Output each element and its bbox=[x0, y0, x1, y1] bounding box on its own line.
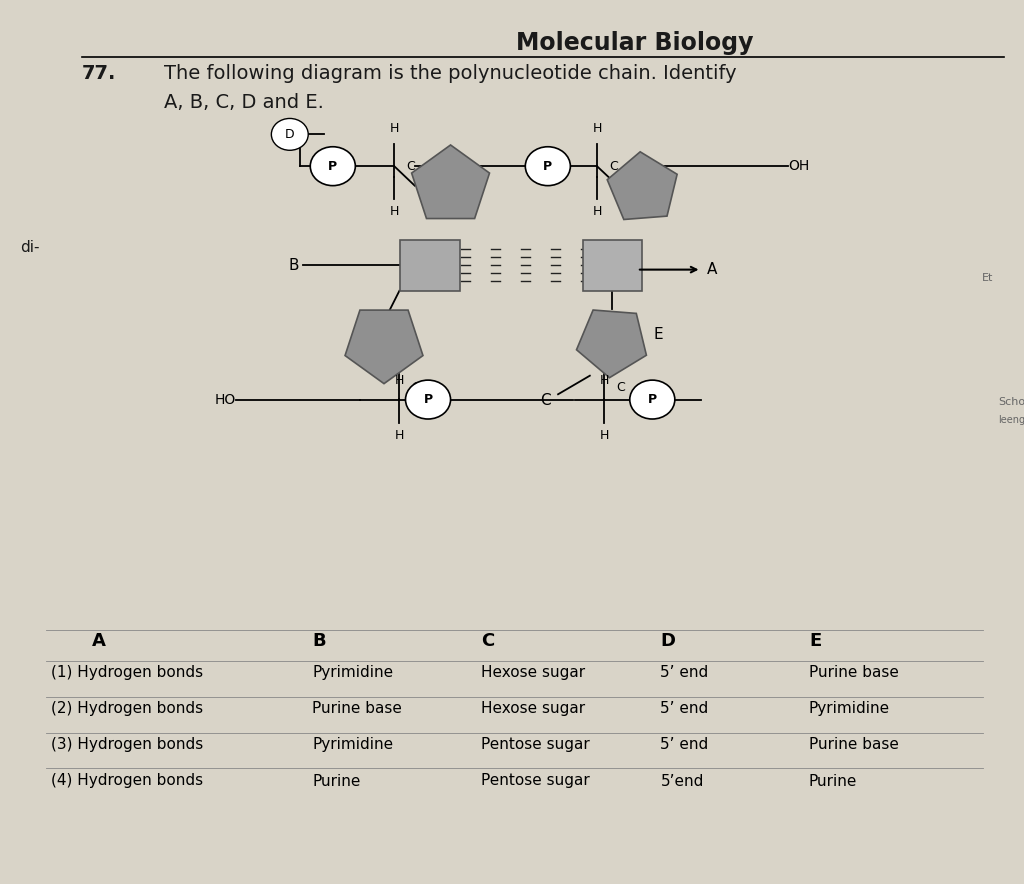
Text: Pentose sugar: Pentose sugar bbox=[481, 774, 590, 789]
Text: Pyrimidine: Pyrimidine bbox=[312, 737, 393, 752]
Text: H: H bbox=[599, 374, 609, 387]
FancyBboxPatch shape bbox=[583, 240, 642, 291]
Text: di-: di- bbox=[20, 240, 40, 255]
Text: Purine: Purine bbox=[312, 774, 360, 789]
FancyBboxPatch shape bbox=[400, 240, 460, 291]
Text: Scho: Scho bbox=[998, 397, 1024, 408]
Polygon shape bbox=[607, 152, 677, 219]
Text: HO: HO bbox=[214, 392, 236, 407]
Text: Purine base: Purine base bbox=[312, 701, 402, 716]
Text: leeng: leeng bbox=[998, 415, 1024, 425]
Text: P: P bbox=[329, 160, 337, 172]
Text: D: D bbox=[284, 127, 296, 141]
Text: A, B, C, D and E.: A, B, C, D and E. bbox=[164, 93, 324, 111]
Text: H: H bbox=[592, 122, 602, 135]
Text: H: H bbox=[389, 122, 399, 135]
Text: (2) Hydrogen bonds: (2) Hydrogen bonds bbox=[51, 701, 204, 716]
Text: H: H bbox=[592, 205, 602, 218]
Text: Pyrimidine: Pyrimidine bbox=[312, 665, 393, 680]
Text: A: A bbox=[707, 263, 717, 277]
Text: B: B bbox=[312, 632, 326, 650]
Text: C: C bbox=[541, 393, 551, 408]
Text: Et: Et bbox=[982, 273, 993, 284]
Circle shape bbox=[310, 147, 355, 186]
Text: Purine: Purine bbox=[809, 774, 857, 789]
Text: C: C bbox=[407, 160, 416, 172]
Text: Molecular Biology: Molecular Biology bbox=[516, 31, 754, 55]
Text: D: D bbox=[285, 128, 295, 141]
Text: P: P bbox=[648, 393, 656, 406]
Text: E: E bbox=[809, 632, 821, 650]
Text: Pyrimidine: Pyrimidine bbox=[809, 701, 890, 716]
Circle shape bbox=[271, 118, 308, 150]
Text: 5’ end: 5’ end bbox=[660, 701, 709, 716]
Text: Pentose sugar: Pentose sugar bbox=[481, 737, 590, 752]
Text: C: C bbox=[481, 632, 495, 650]
Text: A: A bbox=[92, 632, 106, 650]
Circle shape bbox=[406, 380, 451, 419]
Text: Hexose sugar: Hexose sugar bbox=[481, 665, 586, 680]
Polygon shape bbox=[412, 145, 489, 218]
Text: 5’ end: 5’ end bbox=[660, 665, 709, 680]
Polygon shape bbox=[577, 310, 646, 377]
Text: C: C bbox=[412, 381, 421, 393]
Text: C: C bbox=[609, 160, 618, 172]
Text: Hexose sugar: Hexose sugar bbox=[481, 701, 586, 716]
Text: OH: OH bbox=[788, 159, 810, 173]
Text: H: H bbox=[394, 429, 404, 442]
Text: The following diagram is the polynucleotide chain. Identify: The following diagram is the polynucleot… bbox=[164, 64, 736, 82]
Text: E: E bbox=[653, 327, 663, 341]
Text: (1) Hydrogen bonds: (1) Hydrogen bonds bbox=[51, 665, 204, 680]
Text: H: H bbox=[599, 429, 609, 442]
Text: (4) Hydrogen bonds: (4) Hydrogen bonds bbox=[51, 774, 204, 789]
Text: Purine base: Purine base bbox=[809, 665, 899, 680]
Text: P: P bbox=[424, 393, 432, 406]
Text: H: H bbox=[389, 205, 399, 218]
Text: Purine base: Purine base bbox=[809, 737, 899, 752]
Text: C: C bbox=[616, 381, 626, 393]
Circle shape bbox=[630, 380, 675, 419]
Text: 5’ end: 5’ end bbox=[660, 737, 709, 752]
Text: P: P bbox=[544, 160, 552, 172]
Circle shape bbox=[525, 147, 570, 186]
Text: D: D bbox=[660, 632, 676, 650]
Text: (3) Hydrogen bonds: (3) Hydrogen bonds bbox=[51, 737, 204, 752]
Text: B: B bbox=[289, 258, 299, 272]
Text: H: H bbox=[394, 374, 404, 387]
Text: 77.: 77. bbox=[82, 64, 117, 82]
Polygon shape bbox=[345, 310, 423, 384]
Text: 5’end: 5’end bbox=[660, 774, 703, 789]
